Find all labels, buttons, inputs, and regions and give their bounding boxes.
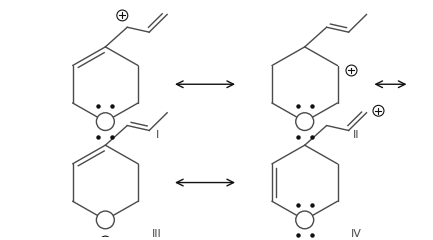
Circle shape [97, 113, 114, 131]
Circle shape [296, 211, 313, 229]
Text: IV: IV [351, 229, 362, 239]
Circle shape [296, 113, 313, 131]
Text: I: I [155, 130, 159, 140]
Circle shape [97, 211, 114, 229]
Text: III: III [152, 229, 162, 239]
Text: II: II [353, 130, 360, 140]
